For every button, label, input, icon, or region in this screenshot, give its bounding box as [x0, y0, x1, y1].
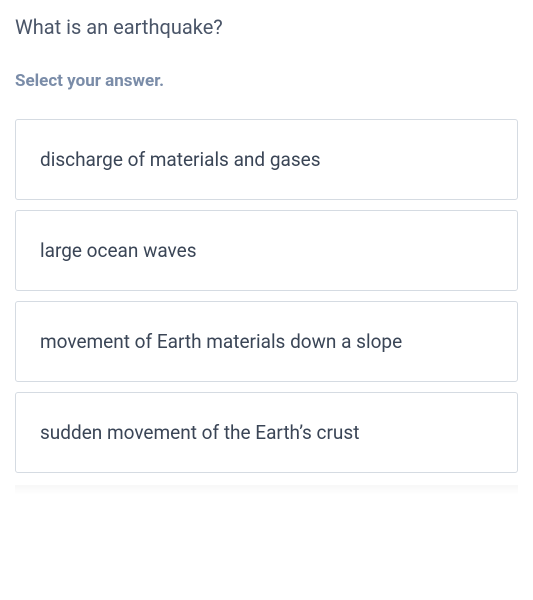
option-label: movement of Earth materials down a slope [40, 330, 402, 353]
option-0[interactable]: discharge of materials and gases [15, 119, 518, 200]
option-label: discharge of materials and gases [40, 148, 321, 171]
instruction-text: Select your answer. [15, 71, 518, 91]
option-label: large ocean waves [40, 239, 197, 262]
option-3[interactable]: sudden movement of the Earth’s crust [15, 392, 518, 473]
footer-shadow [15, 485, 518, 495]
question-text: What is an earthquake? [15, 15, 518, 39]
option-label: sudden movement of the Earth’s crust [40, 421, 359, 444]
options-container: discharge of materials and gases large o… [15, 119, 518, 473]
option-1[interactable]: large ocean waves [15, 210, 518, 291]
option-2[interactable]: movement of Earth materials down a slope [15, 301, 518, 382]
